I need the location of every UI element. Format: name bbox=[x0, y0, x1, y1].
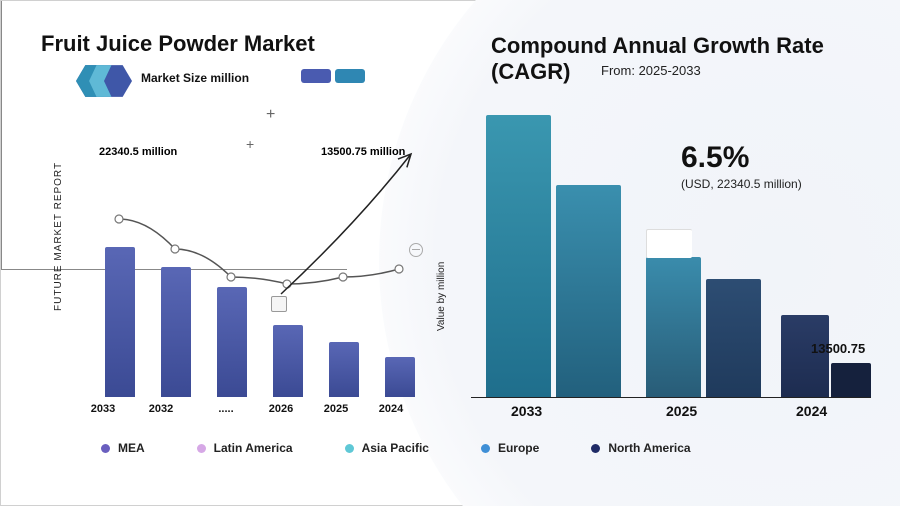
legend-item: Asia Pacific bbox=[345, 441, 429, 455]
left-bar bbox=[161, 267, 191, 397]
plus-icon: + bbox=[266, 106, 275, 124]
right-bar bbox=[831, 363, 871, 397]
right-bar bbox=[646, 257, 701, 397]
y-axis-label-right: Value by million bbox=[436, 262, 447, 331]
region-legend: MEA Latin America Asia Pacific Europe North … bbox=[101, 441, 691, 455]
right-bar bbox=[706, 279, 761, 397]
right-bar bbox=[486, 115, 551, 397]
left-x-label: 2032 bbox=[136, 403, 186, 415]
legend-dot bbox=[197, 444, 206, 453]
y-axis-label-left: FUTURE MARKET REPORT bbox=[53, 162, 64, 311]
left-bar bbox=[385, 357, 415, 397]
left-x-label: 2033 bbox=[78, 403, 128, 415]
left-x-label: 2024 bbox=[366, 403, 416, 415]
legend-item: North America bbox=[591, 441, 690, 455]
right-x-label: 2024 bbox=[796, 403, 827, 419]
left-chart-title: Fruit Juice Powder Market bbox=[41, 31, 315, 57]
right-subtitle: From: 2025-2033 bbox=[601, 63, 701, 78]
right-bar bbox=[781, 315, 829, 397]
left-bar bbox=[217, 287, 247, 397]
legend-item: Europe bbox=[481, 441, 539, 455]
legend-dot bbox=[345, 444, 354, 453]
left-x-label: 2026 bbox=[256, 403, 306, 415]
left-x-label: ..... bbox=[201, 403, 251, 415]
subtitle-prefix: From: bbox=[601, 63, 639, 78]
legend-dot bbox=[591, 444, 600, 453]
legend-label: Latin America bbox=[214, 441, 293, 455]
left-bar bbox=[273, 325, 303, 397]
legend-item: Latin America bbox=[197, 441, 293, 455]
cagr-value: 6.5% bbox=[681, 141, 749, 175]
hex-icon bbox=[76, 65, 126, 97]
legend-dot bbox=[101, 444, 110, 453]
right-x-label: 2025 bbox=[666, 403, 697, 419]
right-bar bbox=[556, 185, 621, 397]
legend-label: Europe bbox=[498, 441, 539, 455]
legend-label: North America bbox=[608, 441, 690, 455]
white-box-decoration bbox=[646, 229, 692, 258]
right-end-value: 13500.75 bbox=[811, 341, 865, 356]
legend-dot bbox=[481, 444, 490, 453]
cagr-sub: (USD, 22340.5 million) bbox=[681, 177, 802, 191]
left-legend-label: Market Size million bbox=[141, 71, 249, 85]
infographic-frame: Fruit Juice Powder Market Market Size mi… bbox=[0, 0, 900, 506]
swatch-2 bbox=[335, 69, 365, 83]
legend-item: MEA bbox=[101, 441, 145, 455]
legend-label: MEA bbox=[118, 441, 145, 455]
left-x-label: 2025 bbox=[311, 403, 361, 415]
subtitle-range: 2025-2033 bbox=[639, 63, 701, 78]
right-x-label: 2033 bbox=[511, 403, 542, 419]
left-bar bbox=[105, 247, 135, 397]
swatch-1 bbox=[301, 69, 331, 83]
gradient-swatch bbox=[301, 69, 365, 83]
left-bar bbox=[329, 342, 359, 397]
left-bars-group bbox=[81, 129, 426, 397]
legend-label: Asia Pacific bbox=[362, 441, 429, 455]
